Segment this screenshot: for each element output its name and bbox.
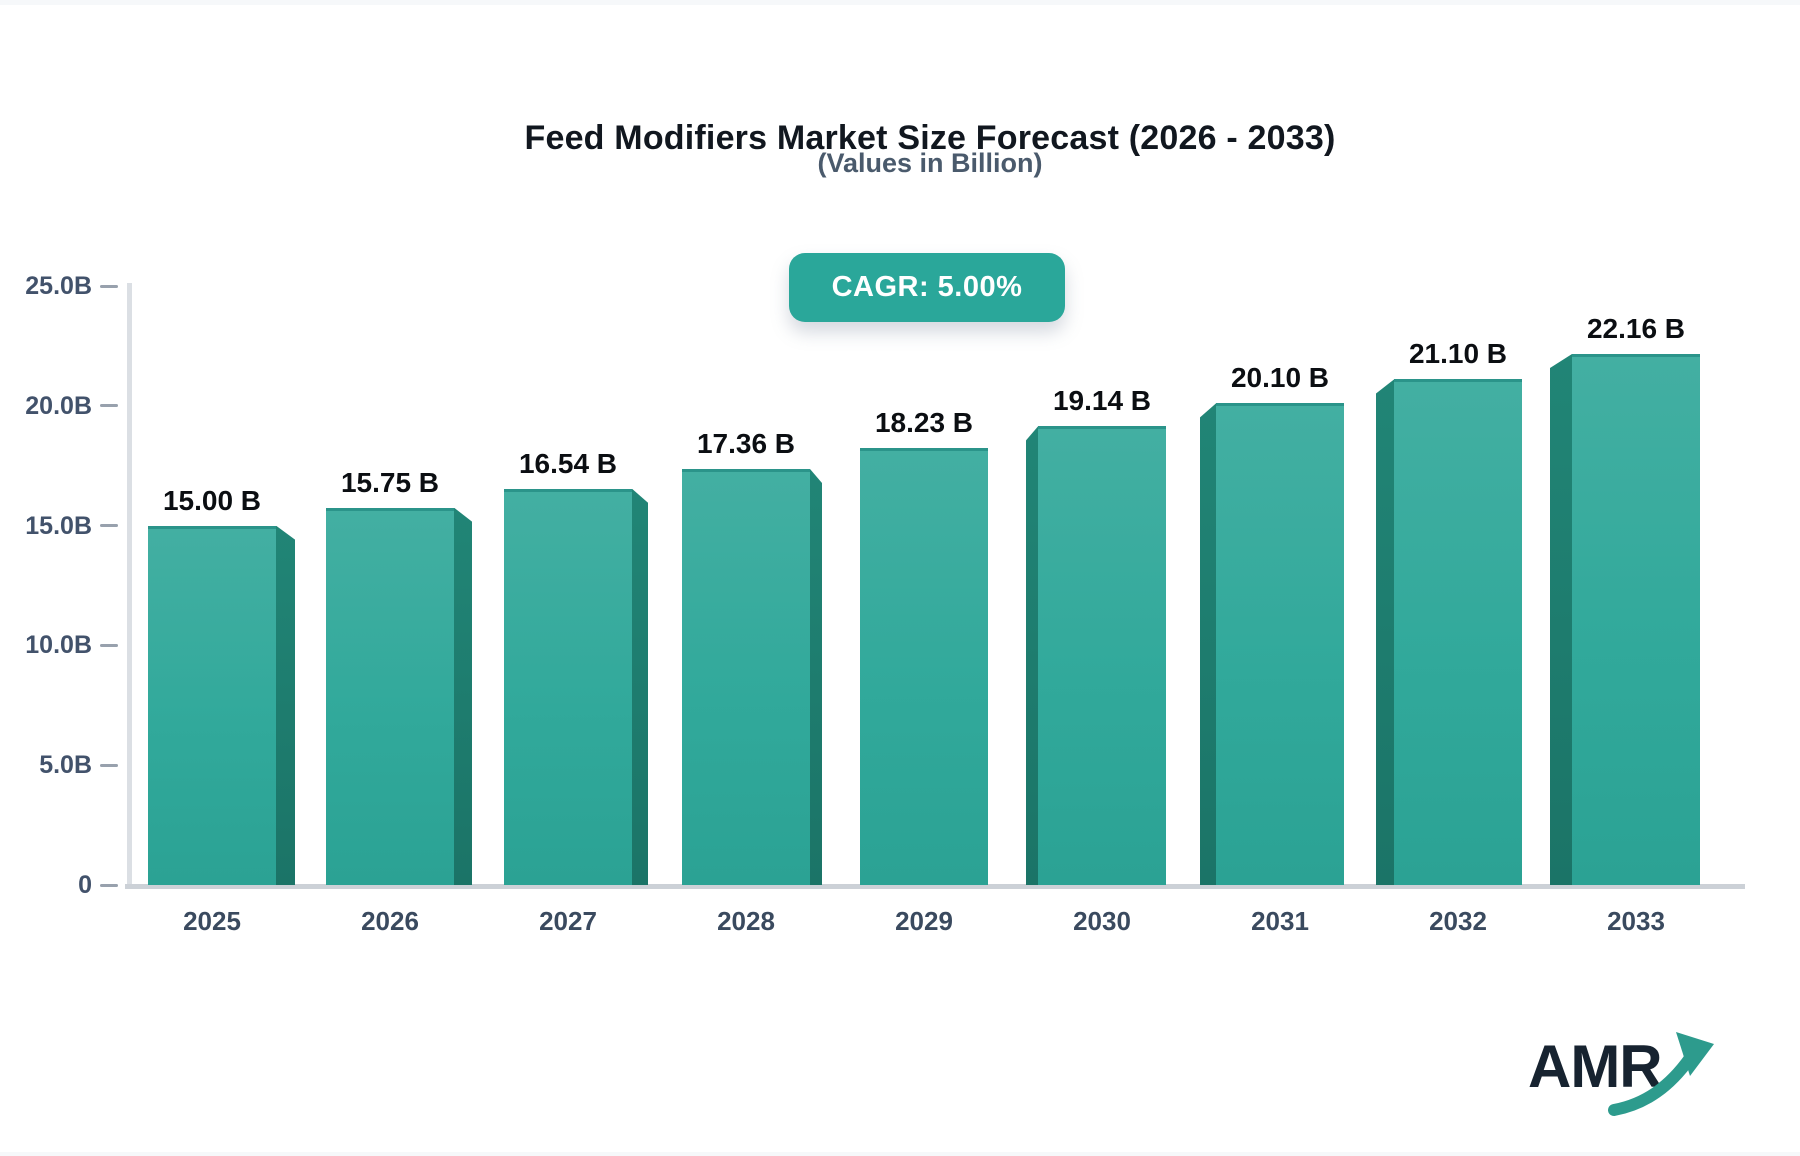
- y-axis-label: 15.0B: [25, 511, 92, 540]
- bar-value-label: 19.14 B: [1052, 385, 1152, 417]
- bar-2026: [326, 507, 454, 885]
- y-axis-label: 10.0B: [25, 631, 92, 660]
- x-axis-label: 2030: [1073, 906, 1131, 936]
- y-axis-tick: [100, 284, 118, 288]
- y-axis-tick: [100, 883, 118, 887]
- bar-value-label: 16.54 B: [518, 447, 618, 479]
- x-axis-label: 2029: [895, 906, 953, 936]
- cagr-badge: CAGR: 5.00%: [789, 253, 1065, 322]
- amr-logo: AMR: [1528, 1030, 1728, 1130]
- x-axis-label: 2031: [1251, 906, 1309, 936]
- y-axis-label: 25.0B: [25, 272, 92, 300]
- bar-side-2030: [1026, 426, 1038, 885]
- y-axis-line: [127, 283, 132, 885]
- bar-side-2028: [810, 469, 822, 885]
- y-axis-tick: [100, 763, 118, 767]
- bar-side-2027: [632, 488, 648, 885]
- bar-2030: [1038, 426, 1166, 885]
- bar-2032: [1394, 379, 1522, 885]
- x-axis-label: 2025: [183, 906, 241, 936]
- y-axis-tick: [100, 524, 118, 528]
- x-axis-label: 2032: [1429, 906, 1487, 936]
- bottom-edge-strip: [0, 1152, 1800, 1156]
- bar-2029: [860, 448, 988, 885]
- bar-2027: [504, 488, 632, 885]
- x-axis-label: 2026: [361, 906, 419, 936]
- y-axis-tick: [100, 404, 118, 408]
- bar-value-label: 21.10 B: [1408, 338, 1508, 370]
- bar-value-label: 22.16 B: [1586, 313, 1686, 345]
- chart-subtitle: (Values in Billion): [817, 148, 1043, 178]
- bar-value-label: 15.75 B: [340, 466, 440, 498]
- x-axis-label: 2028: [717, 906, 775, 936]
- x-axis-label: 2027: [539, 906, 597, 936]
- cagr-badge-label: CAGR: 5.00%: [831, 271, 1023, 303]
- x-axis-line: [125, 884, 1745, 889]
- bar-2033: [1572, 354, 1700, 885]
- bar-value-label: 17.36 B: [696, 428, 796, 460]
- bar-value-label: 15.00 B: [162, 484, 262, 516]
- amr-logo-text: AMR: [1528, 1033, 1663, 1100]
- x-axis-label: 2033: [1607, 906, 1665, 936]
- y-axis-label: 0: [78, 871, 92, 899]
- bar-value-label: 20.10 B: [1230, 362, 1330, 394]
- growth-arrow-icon: [1608, 1032, 1714, 1116]
- bar-side-2033: [1550, 354, 1572, 885]
- bar-2028: [682, 469, 810, 885]
- top-edge-strip: [0, 0, 1800, 5]
- bar-side-2031: [1200, 403, 1216, 885]
- bar-side-2025: [276, 525, 295, 885]
- bar-2031: [1216, 403, 1344, 885]
- y-axis-tick: [100, 643, 118, 647]
- bar-2025: [148, 525, 276, 885]
- y-axis-label: 20.0B: [25, 391, 92, 420]
- bar-value-label: 18.23 B: [874, 407, 974, 439]
- bar-side-2026: [454, 507, 472, 885]
- chart-title: Feed Modifiers Market Size Forecast (202…: [524, 118, 1336, 157]
- y-axis-label: 5.0B: [39, 751, 92, 780]
- bar-side-2032: [1376, 379, 1394, 885]
